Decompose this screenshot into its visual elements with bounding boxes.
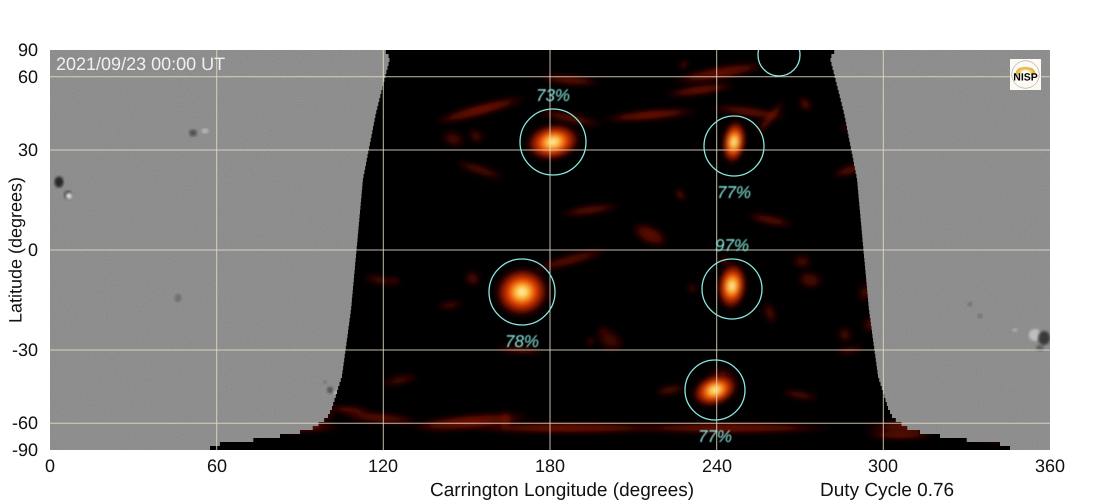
- svg-text:73%: 73%: [536, 86, 570, 105]
- svg-text:78%: 78%: [505, 332, 539, 351]
- svg-text:NISP: NISP: [1013, 72, 1038, 84]
- svg-text:97%: 97%: [715, 236, 749, 255]
- svg-text:77%: 77%: [698, 427, 732, 446]
- svg-text:77%: 77%: [717, 183, 751, 202]
- svg-text:2021/09/23 00:00 UT: 2021/09/23 00:00 UT: [56, 54, 225, 74]
